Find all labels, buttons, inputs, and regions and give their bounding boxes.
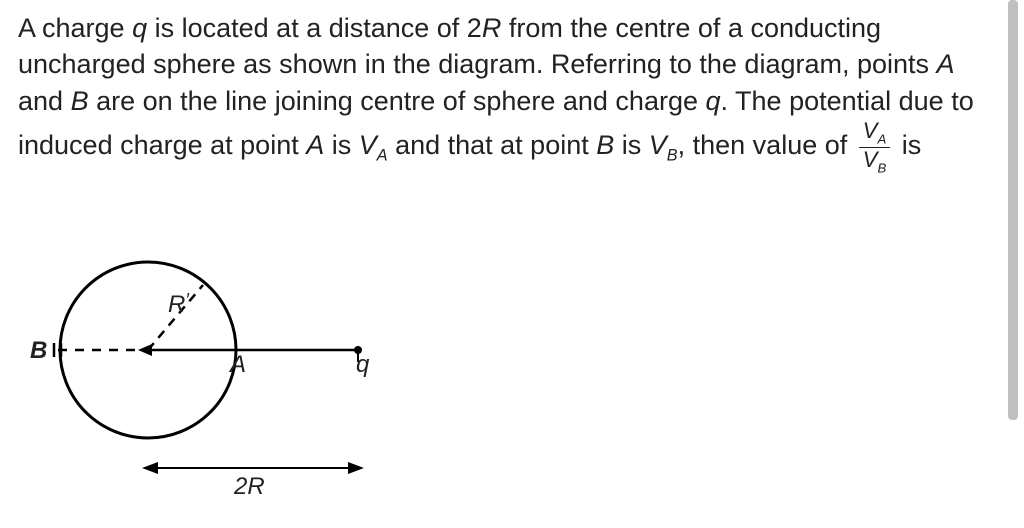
frac-num-V: V	[863, 118, 878, 143]
question-text: A charge q is located at a distance of 2…	[18, 10, 978, 175]
t-then: then value of	[685, 130, 855, 160]
frac-den: VB	[859, 148, 890, 175]
label-A: A	[228, 351, 246, 378]
sym-q2: q	[706, 86, 721, 116]
VA-V: V	[359, 130, 377, 160]
vertical-scrollbar[interactable]	[1008, 0, 1018, 420]
frac-den-sub: B	[877, 160, 886, 175]
dim-arrow-right	[348, 462, 364, 474]
physics-diagram: B A R′ q 2R	[18, 250, 438, 510]
sym-B: B	[71, 86, 89, 116]
t1: A charge	[18, 13, 132, 43]
question-block: A charge q is located at a distance of 2…	[18, 10, 978, 175]
center-arrowhead	[138, 344, 152, 356]
label-R-t: R	[168, 291, 185, 318]
VB-sub: B	[667, 147, 678, 165]
t4: are on the line joining centre of sphere…	[89, 86, 706, 116]
label-2R: 2R	[233, 473, 265, 500]
t2: is located at a distance of 2	[147, 13, 482, 43]
label-q: q	[356, 351, 370, 378]
sym-VB: VB	[649, 130, 678, 160]
VB-V: V	[649, 130, 667, 160]
sym-A2: A	[306, 130, 324, 160]
t-is: is	[324, 130, 359, 160]
t-is3: is	[894, 130, 921, 160]
frac-den-V: V	[863, 147, 878, 172]
fraction-va-vb: VAVB	[859, 119, 890, 175]
diagram-svg: B A R′ q 2R	[18, 250, 438, 510]
dim-arrow-left	[142, 462, 158, 474]
t-and: and	[18, 86, 71, 116]
sym-R: R	[482, 13, 502, 43]
t-is2: is	[614, 130, 649, 160]
frac-num: VA	[859, 119, 890, 147]
t-comma: ,	[678, 130, 686, 160]
frac-num-sub: A	[877, 132, 886, 147]
VA-sub: A	[377, 147, 388, 165]
label-R: R′	[168, 290, 190, 318]
sym-q: q	[132, 13, 147, 43]
label-B: B	[30, 337, 47, 364]
sym-VA: VA	[359, 130, 388, 160]
sym-B2: B	[596, 130, 614, 160]
t-and2: and that at point	[388, 130, 597, 160]
sym-A: A	[937, 49, 955, 79]
page-root: { "question": { "line1_pre": "A charge "…	[0, 0, 1024, 528]
